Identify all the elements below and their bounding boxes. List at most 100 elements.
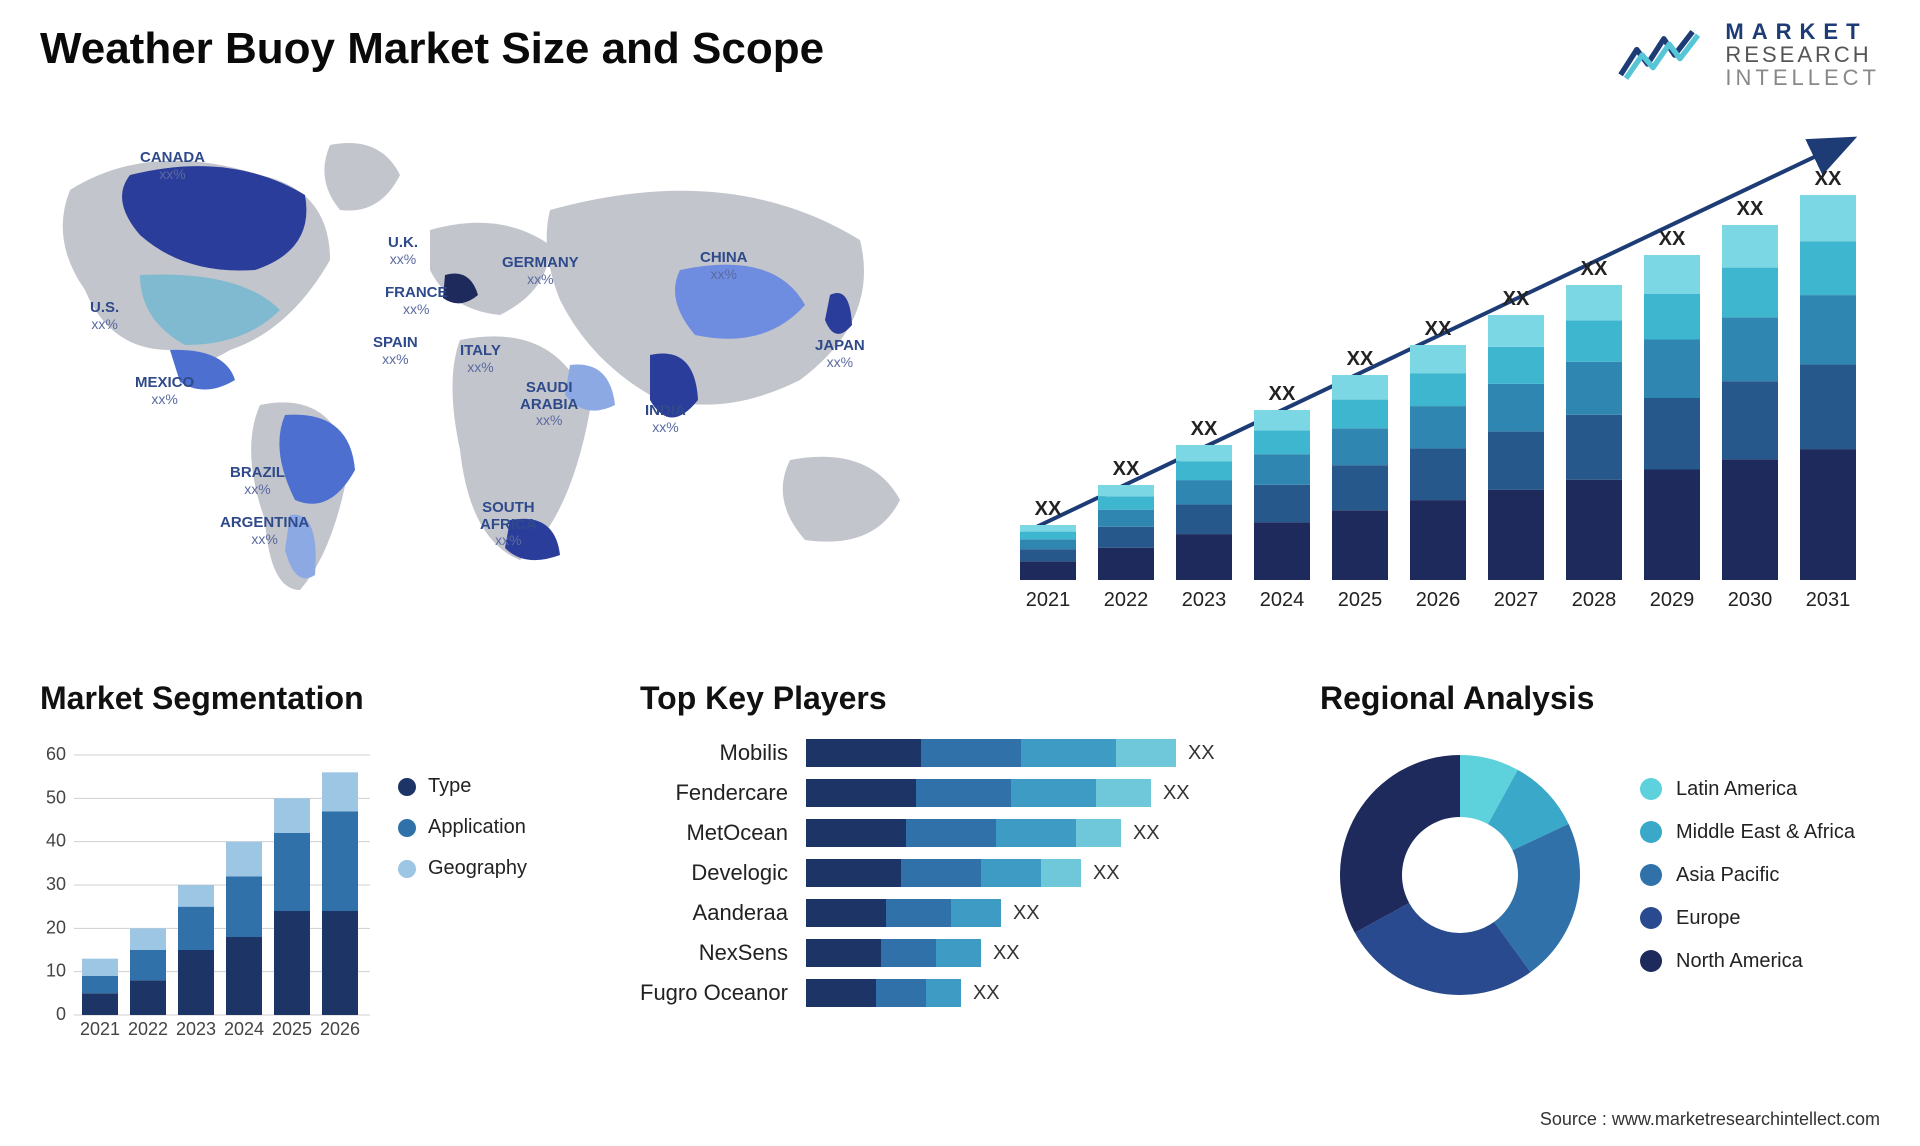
growth-bar-2025-seg1	[1332, 465, 1388, 510]
player-bar-develogic: XX	[806, 859, 1215, 887]
growth-bar-2028-seg0	[1566, 480, 1622, 580]
growth-bar-label-2030: XX	[1737, 198, 1764, 220]
growth-year-2026: 2026	[1416, 589, 1461, 611]
growth-bar-2031-seg3	[1800, 241, 1856, 295]
seg-legend-geography: Geography	[398, 857, 527, 880]
growth-bar-2027-seg4	[1488, 315, 1544, 347]
key-players-title: Top Key Players	[640, 680, 1280, 717]
brand-word-2: RESEARCH	[1725, 43, 1880, 66]
regional-legend: Latin AmericaMiddle East & AfricaAsia Pa…	[1640, 778, 1855, 973]
growth-bar-2027-seg3	[1488, 347, 1544, 384]
seg-bar-2021-application	[82, 976, 118, 993]
growth-year-2025: 2025	[1338, 589, 1383, 611]
growth-bar-2021-seg1	[1020, 549, 1076, 561]
segmentation-section: Market Segmentation 01020304050602021202…	[40, 680, 600, 1055]
seg-bar-2022-application	[130, 950, 166, 980]
growth-bar-2028-seg2	[1566, 362, 1622, 415]
growth-bar-2023-seg1	[1176, 504, 1232, 534]
growth-bar-2021-seg0	[1020, 561, 1076, 580]
growth-bar-2031-seg2	[1800, 295, 1856, 364]
growth-bar-label-2029: XX	[1659, 228, 1686, 250]
growth-bar-2023-seg2	[1176, 480, 1232, 504]
seg-bar-2025-application	[274, 833, 310, 911]
segmentation-legend: TypeApplicationGeography	[398, 735, 527, 880]
player-bar-fendercare: XX	[806, 779, 1215, 807]
brand-word-1: MARKET	[1725, 20, 1880, 43]
growth-bar-2024-seg3	[1254, 430, 1310, 454]
player-bar-fugro-oceanor: XX	[806, 979, 1215, 1007]
growth-bar-2030-seg1	[1722, 381, 1778, 459]
segmentation-chart: 0102030405060202120222023202420252026	[40, 735, 370, 1055]
svg-text:60: 60	[46, 744, 66, 764]
seg-bar-2023-geography	[178, 885, 214, 907]
brand-logo: MARKET RESEARCH INTELLECT	[1617, 20, 1880, 89]
player-label-metocean: MetOcean	[686, 819, 788, 847]
growth-bar-label-2022: XX	[1113, 458, 1140, 480]
growth-bar-2027-seg2	[1488, 384, 1544, 432]
growth-bar-2029-seg1	[1644, 398, 1700, 470]
seg-bar-2024-application	[226, 876, 262, 937]
growth-bar-2030-seg3	[1722, 268, 1778, 318]
growth-bar-2030-seg2	[1722, 317, 1778, 381]
player-label-aanderaa: Aanderaa	[693, 899, 788, 927]
regional-legend-latin-america: Latin America	[1640, 778, 1855, 801]
svg-text:10: 10	[46, 961, 66, 981]
svg-text:2024: 2024	[224, 1019, 264, 1039]
seg-bar-2024-type	[226, 937, 262, 1015]
seg-legend-type: Type	[398, 775, 527, 798]
growth-bar-2028-seg1	[1566, 415, 1622, 480]
growth-bar-2023-seg3	[1176, 461, 1232, 480]
player-label-mobilis: Mobilis	[720, 739, 788, 767]
svg-text:2023: 2023	[176, 1019, 216, 1039]
growth-bar-2026-seg0	[1410, 500, 1466, 580]
map-label-u-k-: U.K.xx%	[388, 235, 418, 267]
growth-bar-2023-seg0	[1176, 534, 1232, 580]
growth-bar-2022-seg1	[1098, 527, 1154, 548]
segmentation-title: Market Segmentation	[40, 680, 600, 717]
seg-bar-2026-geography	[322, 772, 358, 811]
key-players-labels: MobilisFendercareMetOceanDevelogicAander…	[640, 735, 788, 1007]
growth-bar-2021-seg4	[1020, 525, 1076, 532]
growth-bar-2026-seg4	[1410, 345, 1466, 373]
growth-bar-2031-seg1	[1800, 364, 1856, 449]
growth-bar-label-2024: XX	[1269, 383, 1296, 405]
growth-bar-label-2028: XX	[1581, 258, 1608, 280]
seg-bar-2024-geography	[226, 842, 262, 877]
growth-bar-2026-seg3	[1410, 373, 1466, 406]
map-label-italy: ITALYxx%	[460, 343, 501, 375]
brand-mark-icon	[1617, 25, 1707, 85]
map-label-spain: SPAINxx%	[373, 335, 418, 367]
svg-text:40: 40	[46, 831, 66, 851]
seg-bar-2025-type	[274, 911, 310, 1015]
player-bar-mobilis: XX	[806, 739, 1215, 767]
regional-legend-north-america: North America	[1640, 950, 1855, 973]
growth-bar-2026-seg2	[1410, 406, 1466, 448]
seg-bar-2026-type	[322, 911, 358, 1015]
map-label-china: CHINAxx%	[700, 250, 748, 282]
regional-donut-chart	[1320, 735, 1600, 1015]
growth-bar-2022-seg4	[1098, 485, 1154, 496]
seg-bar-2021-type	[82, 993, 118, 1015]
map-label-brazil: BRAZILxx%	[230, 465, 285, 497]
growth-bar-2022-seg2	[1098, 510, 1154, 527]
key-players-section: Top Key Players MobilisFendercareMetOcea…	[640, 680, 1280, 1007]
growth-bar-label-2023: XX	[1191, 418, 1218, 440]
map-label-india: INDIAxx%	[645, 403, 686, 435]
growth-year-2022: 2022	[1104, 589, 1149, 611]
growth-bar-label-2027: XX	[1503, 288, 1530, 310]
key-players-bars: XXXXXXXXXXXXXX	[806, 735, 1215, 1007]
growth-bar-2024-seg2	[1254, 454, 1310, 485]
map-label-south-africa: SOUTHAFRICAxx%	[480, 500, 537, 548]
growth-year-2023: 2023	[1182, 589, 1227, 611]
growth-bar-2027-seg0	[1488, 490, 1544, 580]
growth-bar-2026-seg1	[1410, 448, 1466, 500]
map-label-saudi-arabia: SAUDIARABIAxx%	[520, 380, 578, 428]
growth-bar-label-2026: XX	[1425, 318, 1452, 340]
growth-bar-2028-seg4	[1566, 285, 1622, 320]
svg-text:2025: 2025	[272, 1019, 312, 1039]
growth-bar-2028-seg3	[1566, 320, 1622, 361]
regional-section: Regional Analysis Latin AmericaMiddle Ea…	[1320, 680, 1880, 1015]
growth-bar-2021-seg2	[1020, 539, 1076, 549]
growth-bar-2024-seg4	[1254, 410, 1310, 430]
growth-bar-2024-seg1	[1254, 485, 1310, 522]
